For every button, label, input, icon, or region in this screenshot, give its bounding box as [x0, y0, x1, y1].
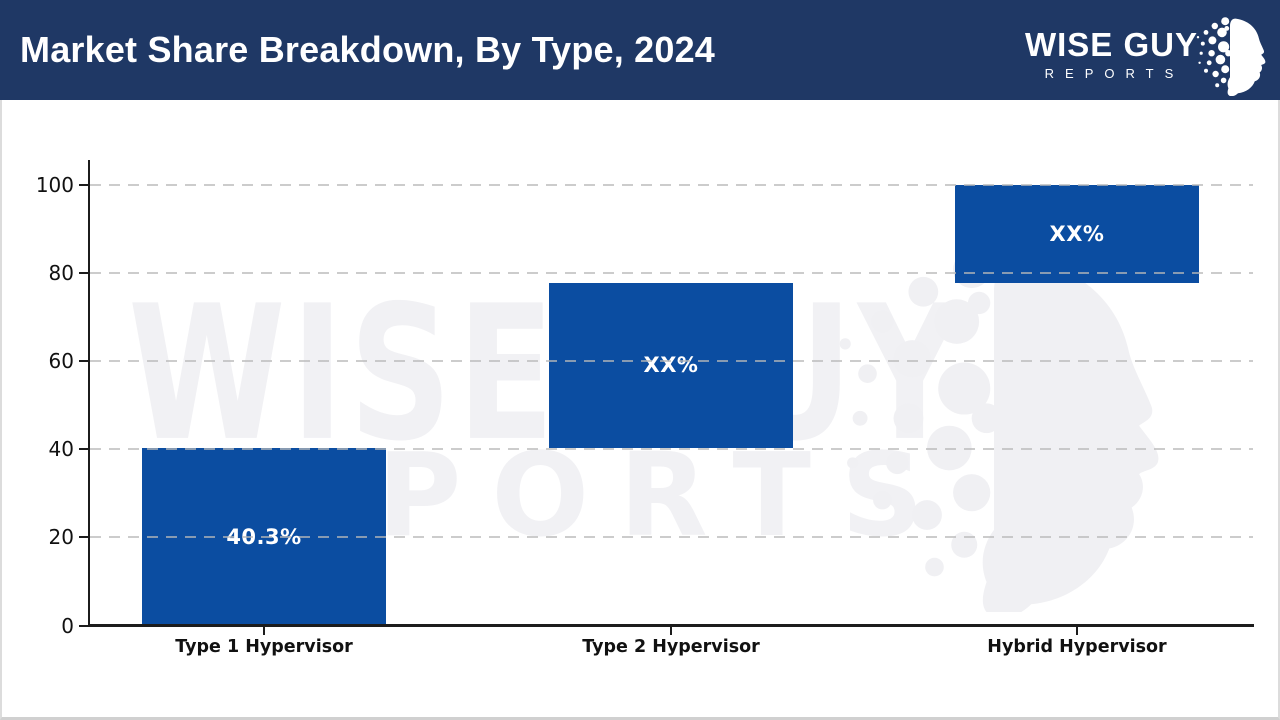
- y-tick-label-80: 80: [48, 261, 74, 286]
- wiseguy-logo-text: WISE GUY REPORTS: [1025, 28, 1198, 81]
- bar-3: XX%: [955, 185, 1199, 283]
- wiseguy-logo-head-icon: [1196, 17, 1266, 96]
- y-tick-label-60: 60: [48, 349, 74, 374]
- x-category-label-2: Type 2 Hypervisor: [582, 637, 760, 657]
- logo-reports-label: REPORTS: [1044, 66, 1185, 81]
- y-tick-mark-20: [79, 536, 88, 539]
- gridline-20: [90, 536, 1253, 539]
- y-tick-mark-100: [79, 184, 88, 186]
- x-tick-mark-2: [670, 627, 672, 635]
- y-tick-mark-40: [79, 448, 88, 451]
- logo-wiseguy-label: WISE GUY: [1024, 26, 1198, 63]
- x-tick-mark-1: [263, 627, 265, 635]
- gridline-80: [90, 272, 1253, 275]
- y-tick-label-20: 20: [48, 525, 74, 550]
- watermark-text-wiseguy: WISE GUY: [128, 265, 967, 483]
- y-tick-mark-80: [79, 272, 88, 275]
- gridline-100: [90, 184, 1253, 186]
- y-tick-label-0: 0: [61, 613, 74, 638]
- y-tick-label-100: 100: [35, 173, 74, 197]
- bar-2: XX%: [549, 282, 793, 448]
- gridline-40: [90, 448, 1253, 451]
- y-tick-mark-60: [79, 360, 88, 363]
- x-tick-mark-3: [1076, 627, 1078, 635]
- x-axis-line: [88, 624, 1254, 627]
- y-tick-mark-0: [79, 624, 88, 627]
- bar-value-label: XX%: [1049, 221, 1105, 246]
- gridline-60: [90, 360, 1253, 363]
- y-tick-label-40: 40: [48, 437, 74, 462]
- header-bar: Market Share Breakdown, By Type, 2024 WI…: [0, 0, 1280, 100]
- x-category-label-3: Hybrid Hypervisor: [987, 637, 1167, 657]
- x-category-label-1: Type 1 Hypervisor: [175, 637, 353, 657]
- wiseguy-logo: WISE GUY REPORTS: [1025, 12, 1270, 96]
- page-title: Market Share Breakdown, By Type, 2024: [20, 29, 716, 70]
- bar-value-label: XX%: [643, 353, 699, 378]
- y-axis-line: [88, 160, 90, 626]
